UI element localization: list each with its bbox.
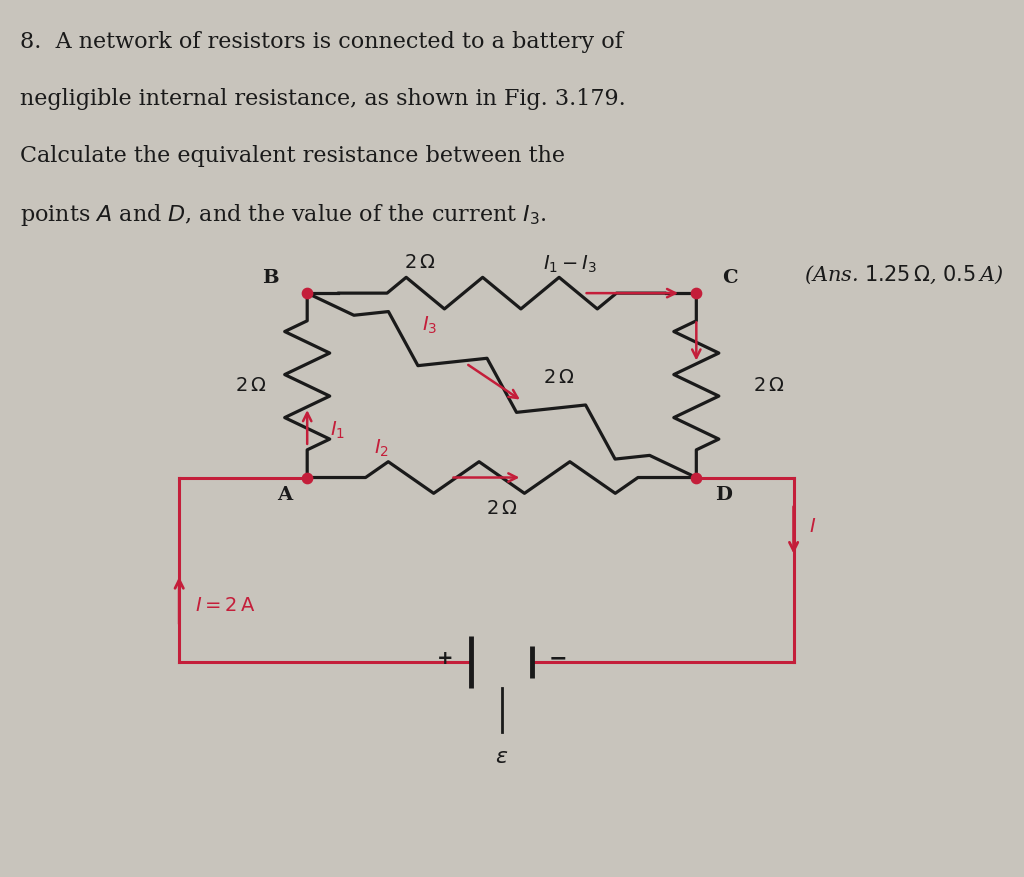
Text: A: A [276,485,292,503]
Text: $I$: $I$ [809,517,816,535]
Text: C: C [722,268,737,287]
Text: 8.  A network of resistors is connected to a battery of: 8. A network of resistors is connected t… [20,31,624,53]
Text: $2\,\Omega$: $2\,\Omega$ [486,500,517,518]
Text: B: B [262,268,279,287]
Text: $I_2$: $I_2$ [374,438,389,459]
Text: +: + [437,648,454,667]
Text: $I_3$: $I_3$ [423,314,437,335]
Text: −: − [549,648,567,667]
Text: D: D [715,485,732,503]
Text: $2\,\Omega$: $2\,\Omega$ [236,377,266,395]
Text: $2\,\Omega$: $2\,\Omega$ [753,377,784,395]
Point [299,287,315,301]
Point [688,287,705,301]
Point [688,471,705,485]
Text: $2\,\Omega$: $2\,\Omega$ [543,368,574,386]
Text: (Ans. $1.25\,\Omega$, $0.5\,$A): (Ans. $1.25\,\Omega$, $0.5\,$A) [804,263,1004,286]
Text: Calculate the equivalent resistance between the: Calculate the equivalent resistance betw… [20,145,565,167]
Text: $2\,\Omega$: $2\,\Omega$ [404,253,435,272]
Text: $I_1$: $I_1$ [330,419,345,440]
Text: $I_1 - I_3$: $I_1 - I_3$ [543,253,597,275]
Text: negligible internal resistance, as shown in Fig. 3.179.: negligible internal resistance, as shown… [20,88,627,110]
Point [299,471,315,485]
Text: points $A$ and $D$, and the value of the current $I_3$.: points $A$ and $D$, and the value of the… [20,202,547,228]
Text: $\varepsilon$: $\varepsilon$ [496,745,508,767]
Text: $I = 2\,\mathrm{A}$: $I = 2\,\mathrm{A}$ [195,596,255,614]
